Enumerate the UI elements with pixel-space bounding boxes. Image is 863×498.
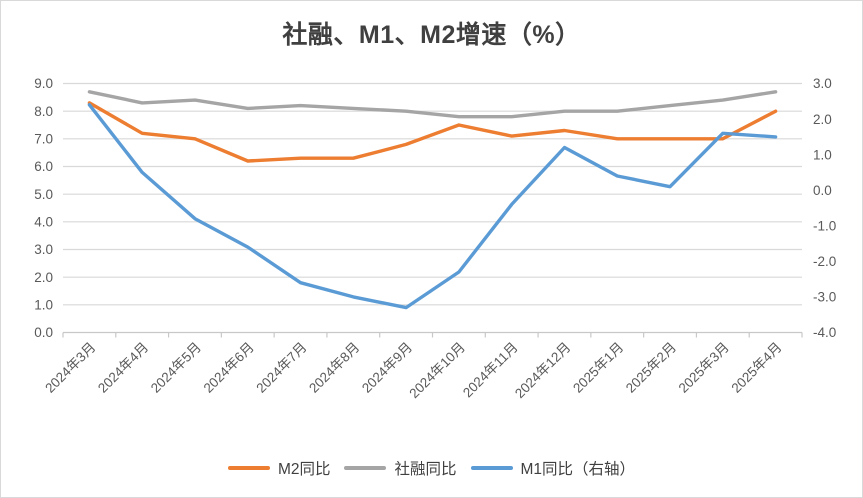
- x-axis-label: 2025年2月: [623, 340, 679, 396]
- series-line-m2: [87, 101, 778, 163]
- y-axis-right-label: 1.0: [813, 147, 832, 162]
- y-axis-left-label: 7.0: [34, 132, 53, 147]
- y-axis-right-label: 2.0: [813, 112, 832, 127]
- x-axis-label: 2025年1月: [570, 340, 626, 396]
- series-line-m1: [87, 103, 778, 310]
- legend-label: M2同比: [277, 461, 331, 478]
- y-axis-left-label: 6.0: [34, 159, 53, 174]
- legend-item: M1同比（右轴）: [470, 457, 636, 479]
- legend-label: 社融同比: [394, 461, 457, 478]
- y-axis-left-label: 3.0: [34, 242, 53, 257]
- x-axis-label: 2024年12月: [512, 340, 574, 402]
- legend-swatch-icon: [344, 466, 387, 470]
- y-axis-left-label: 0.0: [34, 325, 53, 340]
- x-axis-label: 2025年4月: [728, 340, 784, 396]
- y-axis-left-label: 8.0: [34, 104, 53, 119]
- y-axis-left-label: 5.0: [34, 187, 53, 202]
- x-axis-label: 2024年4月: [95, 340, 151, 396]
- x-axis-label: 2025年3月: [676, 340, 732, 396]
- y-axis-right-label: 3.0: [813, 76, 832, 91]
- legend-swatch-icon: [227, 466, 270, 470]
- chart-legend: M2同比 社融同比 M1同比（右轴）: [1, 457, 862, 479]
- y-axis-right-label: -3.0: [813, 290, 836, 305]
- legend-label: M1同比（右轴）: [520, 461, 636, 478]
- y-axis-left-label: 1.0: [34, 298, 53, 313]
- x-axis-label: 2024年7月: [253, 340, 309, 396]
- y-axis-right-label: -4.0: [813, 325, 836, 340]
- x-axis-label: 2024年3月: [42, 340, 98, 396]
- y-axis-left-label: 2.0: [34, 270, 53, 285]
- x-axis-label: 2024年9月: [359, 340, 415, 396]
- line-chart-plot: 9.0 8.0 7.0 6.0 5.0 4.0 3.0 2.0 1.0 0.0 3.0 2.0 1.0 0…: [34, 76, 836, 402]
- y-axis-left-label: 9.0: [34, 76, 53, 91]
- y-axis-right-label: 0.0: [813, 183, 832, 198]
- y-axis-left-label: 4.0: [34, 215, 53, 230]
- x-axis-label: 2024年8月: [306, 340, 362, 396]
- y-axis-right-label: -1.0: [813, 219, 836, 234]
- y-axis-right-label: -2.0: [813, 254, 836, 269]
- legend-swatch-icon: [470, 466, 513, 470]
- x-axis-label: 2024年10月: [406, 340, 468, 402]
- x-axis-label: 2024年6月: [201, 340, 257, 396]
- legend-item: M2同比: [227, 457, 331, 479]
- legend-item: 社融同比: [344, 457, 457, 479]
- x-axis-label: 2024年5月: [148, 340, 204, 396]
- series-line-sherong: [87, 90, 778, 119]
- chart-title: 社融、M1、M2增速（%）: [282, 21, 581, 49]
